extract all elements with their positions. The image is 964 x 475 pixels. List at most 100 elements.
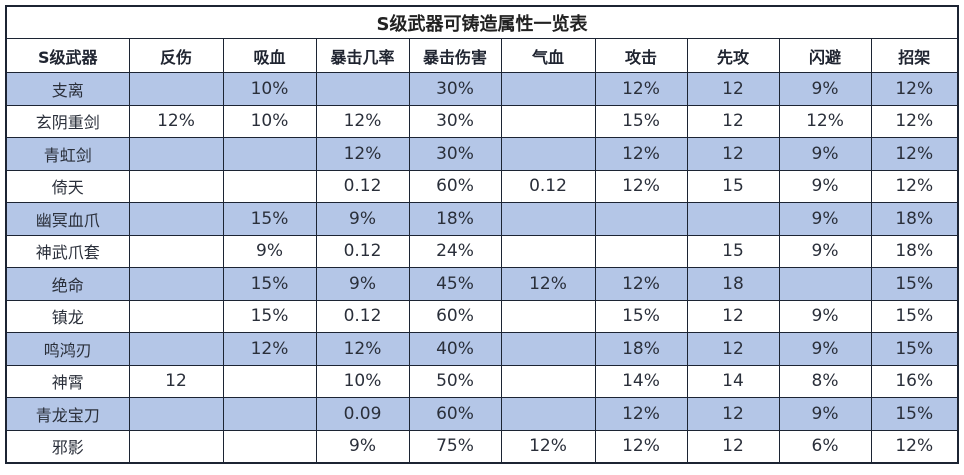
cell-initiative: 12: [686, 429, 780, 464]
column-header-parry: 招架: [870, 38, 959, 73]
cell-reflect-damage: [128, 234, 224, 268]
cell-attack: [594, 234, 688, 268]
cell-weapon-name: 绝命: [5, 267, 130, 301]
cell-parry: 15%: [870, 332, 959, 366]
cell-crit-rate: [315, 72, 410, 106]
cell-reflect-damage: [128, 169, 224, 203]
cell-crit-rate: 10%: [315, 364, 410, 398]
cell-initiative: 18: [686, 267, 780, 301]
column-header-dodge: 闪避: [778, 38, 872, 73]
table-row: 幽冥血爪 15% 9% 18% 9% 18%: [5, 202, 959, 236]
cell-lifesteal: [222, 137, 317, 171]
cell-initiative: 14: [686, 364, 780, 398]
cell-parry: 16%: [870, 364, 959, 398]
cell-dodge: [778, 267, 872, 301]
cell-weapon-name: 鸣鸿刃: [5, 332, 130, 366]
cell-initiative: 12: [686, 299, 780, 333]
cell-weapon-name: 幽冥血爪: [5, 202, 130, 236]
table-row: 神武爪套 9% 0.12 24% 15 9% 18%: [5, 234, 959, 268]
cell-crit-rate: 12%: [315, 137, 410, 171]
cell-crit-damage: 50%: [408, 364, 502, 398]
cell-weapon-name: 倚天: [5, 169, 130, 203]
cell-weapon-name: 青龙宝刀: [5, 397, 130, 431]
cell-dodge: 9%: [778, 397, 872, 431]
cell-attack: 12%: [594, 137, 688, 171]
cell-crit-rate: 9%: [315, 429, 410, 464]
cell-crit-rate: 0.12: [315, 299, 410, 333]
cell-dodge: 9%: [778, 202, 872, 236]
cell-crit-rate: 0.12: [315, 169, 410, 203]
table-row: 鸣鸿刃 12% 12% 40% 18% 12 9% 15%: [5, 332, 959, 366]
cell-hp: 0.12: [500, 169, 596, 203]
cell-hp: [500, 72, 596, 106]
cell-attack: 14%: [594, 364, 688, 398]
cell-hp: [500, 397, 596, 431]
cell-crit-damage: 75%: [408, 429, 502, 464]
cell-attack: 15%: [594, 104, 688, 138]
cell-crit-damage: 30%: [408, 137, 502, 171]
table-row: 神霄 12 10% 50% 14% 14 8% 16%: [5, 364, 959, 398]
cell-weapon-name: 邪影: [5, 429, 130, 464]
cell-reflect-damage: [128, 267, 224, 301]
column-header-initiative: 先攻: [686, 38, 780, 73]
cell-lifesteal: [222, 429, 317, 464]
cell-lifesteal: [222, 397, 317, 431]
cell-lifesteal: 15%: [222, 299, 317, 333]
cell-crit-rate: 0.09: [315, 397, 410, 431]
cell-hp: [500, 234, 596, 268]
cell-reflect-damage: [128, 202, 224, 236]
s-weapon-attribute-table: S级武器可铸造属性一览表 S级武器 反伤 吸血 暴击几率 暴击伤害 气血 攻击 …: [5, 5, 959, 464]
cell-initiative: 12: [686, 137, 780, 171]
column-header-hp: 气血: [500, 38, 596, 73]
cell-lifesteal: 10%: [222, 104, 317, 138]
cell-weapon-name: 玄阴重剑: [5, 104, 130, 138]
table-row: 镇龙 15% 0.12 60% 15% 12 9% 15%: [5, 299, 959, 333]
cell-crit-rate: 9%: [315, 267, 410, 301]
cell-attack: 12%: [594, 169, 688, 203]
cell-reflect-damage: [128, 332, 224, 366]
cell-lifesteal: 9%: [222, 234, 317, 268]
cell-hp: [500, 332, 596, 366]
cell-weapon-name: 神霄: [5, 364, 130, 398]
cell-lifesteal: 10%: [222, 72, 317, 106]
cell-crit-rate: 0.12: [315, 234, 410, 268]
cell-lifesteal: [222, 364, 317, 398]
cell-initiative: 15: [686, 234, 780, 268]
cell-dodge: 6%: [778, 429, 872, 464]
cell-crit-rate: 12%: [315, 104, 410, 138]
cell-attack: [594, 202, 688, 236]
cell-initiative: 12: [686, 397, 780, 431]
cell-reflect-damage: [128, 72, 224, 106]
cell-attack: 12%: [594, 397, 688, 431]
cell-weapon-name: 镇龙: [5, 299, 130, 333]
column-header-reflect-damage: 反伤: [128, 38, 224, 73]
table-row: 支离 10% 30% 12% 12 9% 12%: [5, 72, 959, 106]
cell-crit-damage: 40%: [408, 332, 502, 366]
cell-attack: 18%: [594, 332, 688, 366]
cell-hp: [500, 202, 596, 236]
cell-weapon-name: 神武爪套: [5, 234, 130, 268]
cell-initiative: 15: [686, 169, 780, 203]
cell-reflect-damage: [128, 429, 224, 464]
cell-weapon-name: 支离: [5, 72, 130, 106]
cell-dodge: 9%: [778, 72, 872, 106]
cell-hp: 12%: [500, 267, 596, 301]
table-row: 青虹剑 12% 30% 12% 12 9% 12%: [5, 137, 959, 171]
table-row: 倚天 0.12 60% 0.12 12% 15 9% 12%: [5, 169, 959, 203]
cell-attack: 12%: [594, 72, 688, 106]
cell-crit-damage: 45%: [408, 267, 502, 301]
cell-crit-damage: 30%: [408, 104, 502, 138]
cell-parry: 12%: [870, 429, 959, 464]
cell-initiative: 12: [686, 72, 780, 106]
cell-reflect-damage: [128, 137, 224, 171]
cell-weapon-name: 青虹剑: [5, 137, 130, 171]
cell-attack: 15%: [594, 299, 688, 333]
cell-parry: 15%: [870, 299, 959, 333]
column-header-attack: 攻击: [594, 38, 688, 73]
cell-dodge: 9%: [778, 299, 872, 333]
cell-parry: 18%: [870, 202, 959, 236]
cell-hp: 12%: [500, 429, 596, 464]
table-title: S级武器可铸造属性一览表: [5, 5, 959, 39]
cell-crit-rate: 9%: [315, 202, 410, 236]
cell-lifesteal: [222, 169, 317, 203]
